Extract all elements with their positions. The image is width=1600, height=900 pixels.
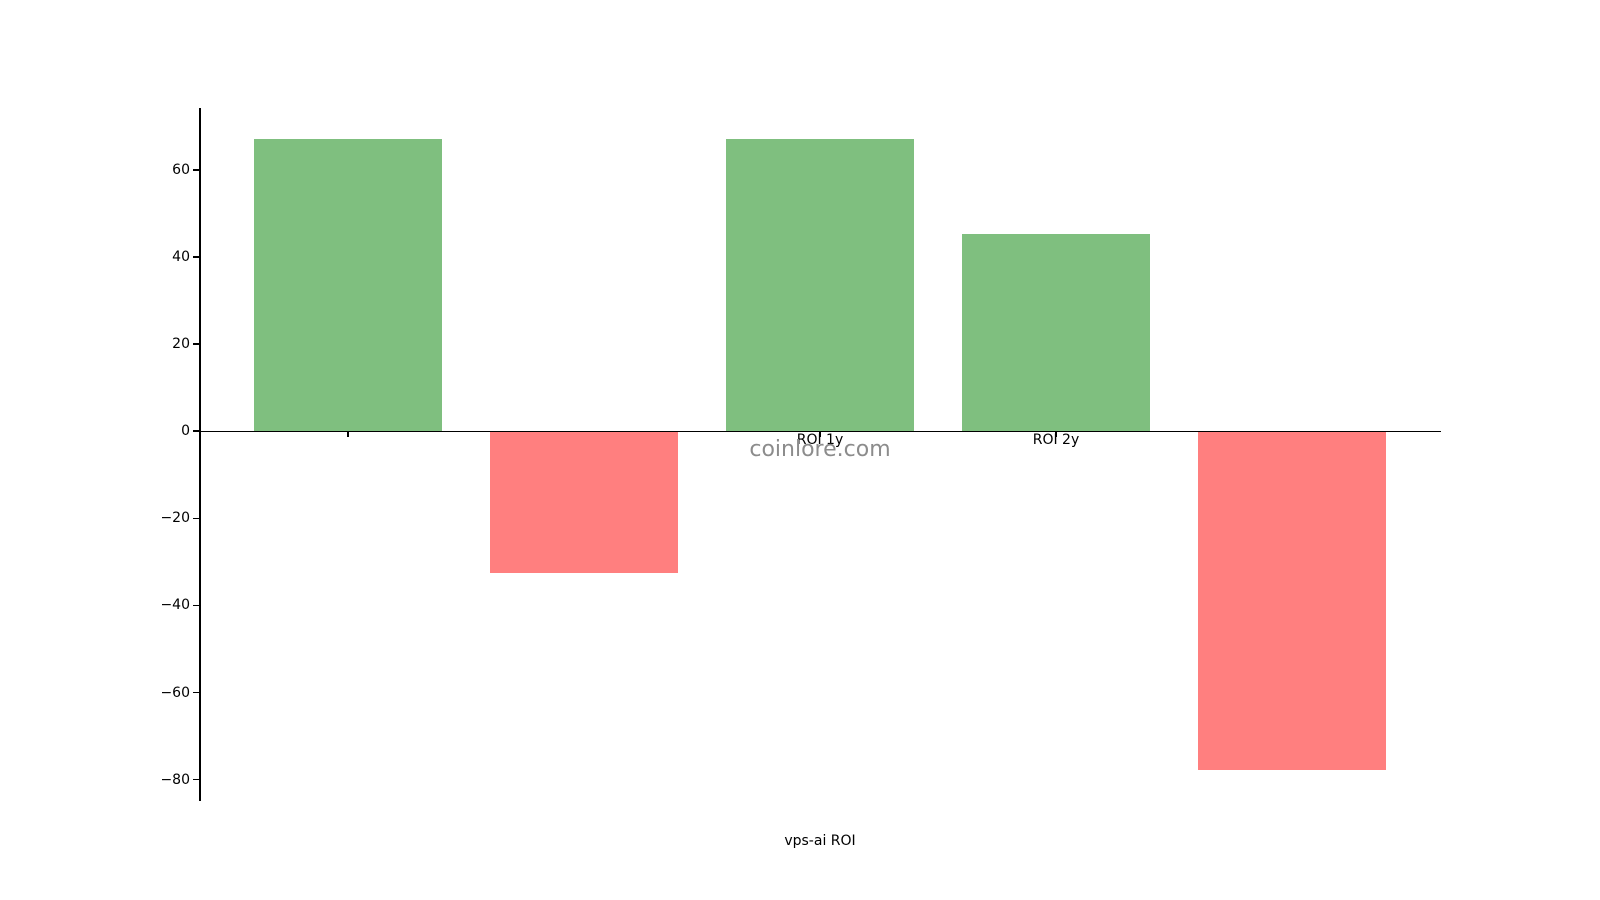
watermark-text: coinlore.com	[749, 437, 891, 462]
y-tick	[193, 343, 200, 345]
x-tick	[819, 431, 821, 437]
x-tick-label: ROI 2y	[1032, 432, 1080, 448]
chart-bar	[726, 139, 914, 432]
x-tick	[347, 431, 349, 437]
y-tick-label: 20	[172, 336, 190, 353]
y-tick	[193, 256, 200, 258]
y-tick	[193, 430, 200, 432]
chart-bar	[1198, 431, 1386, 770]
x-axis-zero-line	[199, 430, 1441, 432]
y-tick-label: −60	[160, 684, 190, 701]
y-tick	[193, 778, 200, 781]
y-tick-label: −80	[160, 771, 190, 788]
y-tick	[193, 517, 200, 519]
y-tick-label: 0	[181, 423, 190, 440]
y-tick-label: −40	[160, 597, 190, 614]
y-tick	[193, 691, 200, 694]
x-axis-title: vps-ai ROI	[784, 833, 856, 849]
y-axis-spine	[199, 108, 201, 801]
y-tick-label: 40	[172, 248, 190, 265]
y-tick-label: −20	[160, 510, 190, 527]
x-tick	[1055, 431, 1057, 437]
chart-bar	[254, 139, 442, 432]
chart-bar	[490, 431, 678, 574]
chart-bar	[962, 234, 1150, 432]
y-tick-label: 60	[172, 161, 190, 178]
x-tick-label: ROI 1y	[796, 432, 844, 448]
y-tick	[193, 604, 200, 607]
y-tick	[193, 169, 200, 171]
